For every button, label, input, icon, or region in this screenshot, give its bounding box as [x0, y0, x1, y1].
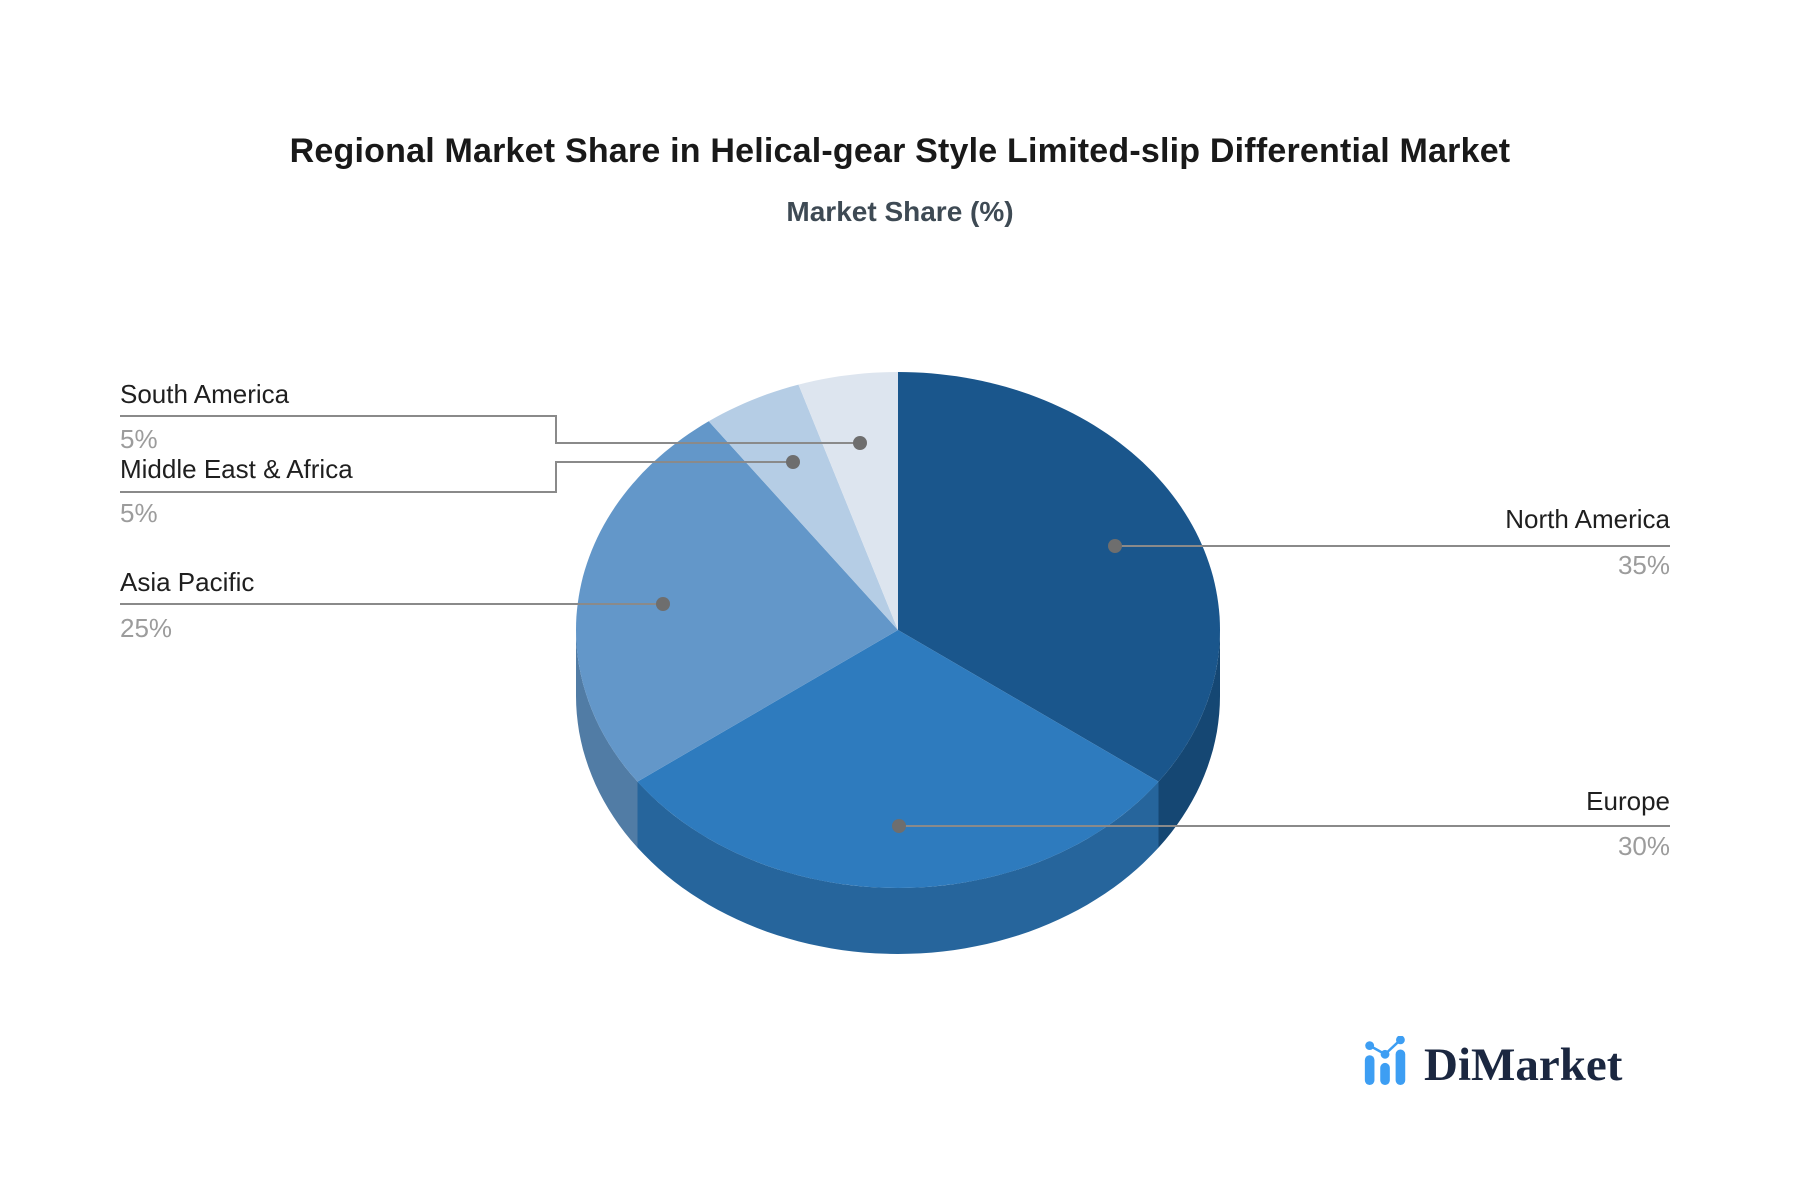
- pie-slice-north-america: [898, 372, 1220, 782]
- slice-value-asia-pacific: 25%: [120, 613, 173, 643]
- pie-slice-side-europe: [637, 781, 1159, 954]
- chart-title: Regional Market Share in Helical-gear St…: [289, 132, 1511, 170]
- leader-dot-europe: [892, 819, 906, 833]
- slice-label-asia-pacific: Asia Pacific: [120, 567, 255, 597]
- slice-value-north-america: 35%: [1617, 550, 1670, 580]
- pie-slice-europe: [637, 630, 1159, 888]
- slice-label-north-america: North America: [1505, 504, 1670, 534]
- pie-slice-south-america: [798, 372, 898, 630]
- slice-value-europe: 30%: [1617, 831, 1670, 861]
- leader-line-south-america: [120, 415, 860, 444]
- leader-dot-south-america: [853, 436, 867, 450]
- pie-slice-asia-pacific: [576, 421, 898, 782]
- leader-dot-north-america: [1108, 539, 1122, 553]
- chart-subtitle: Market Share (%): [786, 196, 1014, 227]
- pie-slice-side-asia-pacific: [576, 630, 638, 848]
- dimarket-logo-icon: [1364, 1036, 1406, 1086]
- slice-label-europe: Europe: [1586, 786, 1670, 816]
- dimarket-logo: DiMarket: [1363, 1036, 1622, 1089]
- slice-value-south-america: 5%: [120, 424, 158, 454]
- leader-dot-middle-east-africa: [786, 455, 800, 469]
- leader-dot-asia-pacific: [656, 597, 670, 611]
- dimarket-logo-text: DiMarket: [1424, 1039, 1623, 1091]
- slice-label-middle-east-africa: Middle East & Africa: [120, 454, 353, 484]
- slice-value-middle-east-africa: 5%: [120, 498, 158, 528]
- pie-slice-side-north-america: [1158, 630, 1220, 848]
- slice-label-south-america: South America: [120, 379, 290, 409]
- leader-line-middle-east-africa: [120, 461, 793, 493]
- pie-slice-middle-east-africa: [708, 384, 898, 630]
